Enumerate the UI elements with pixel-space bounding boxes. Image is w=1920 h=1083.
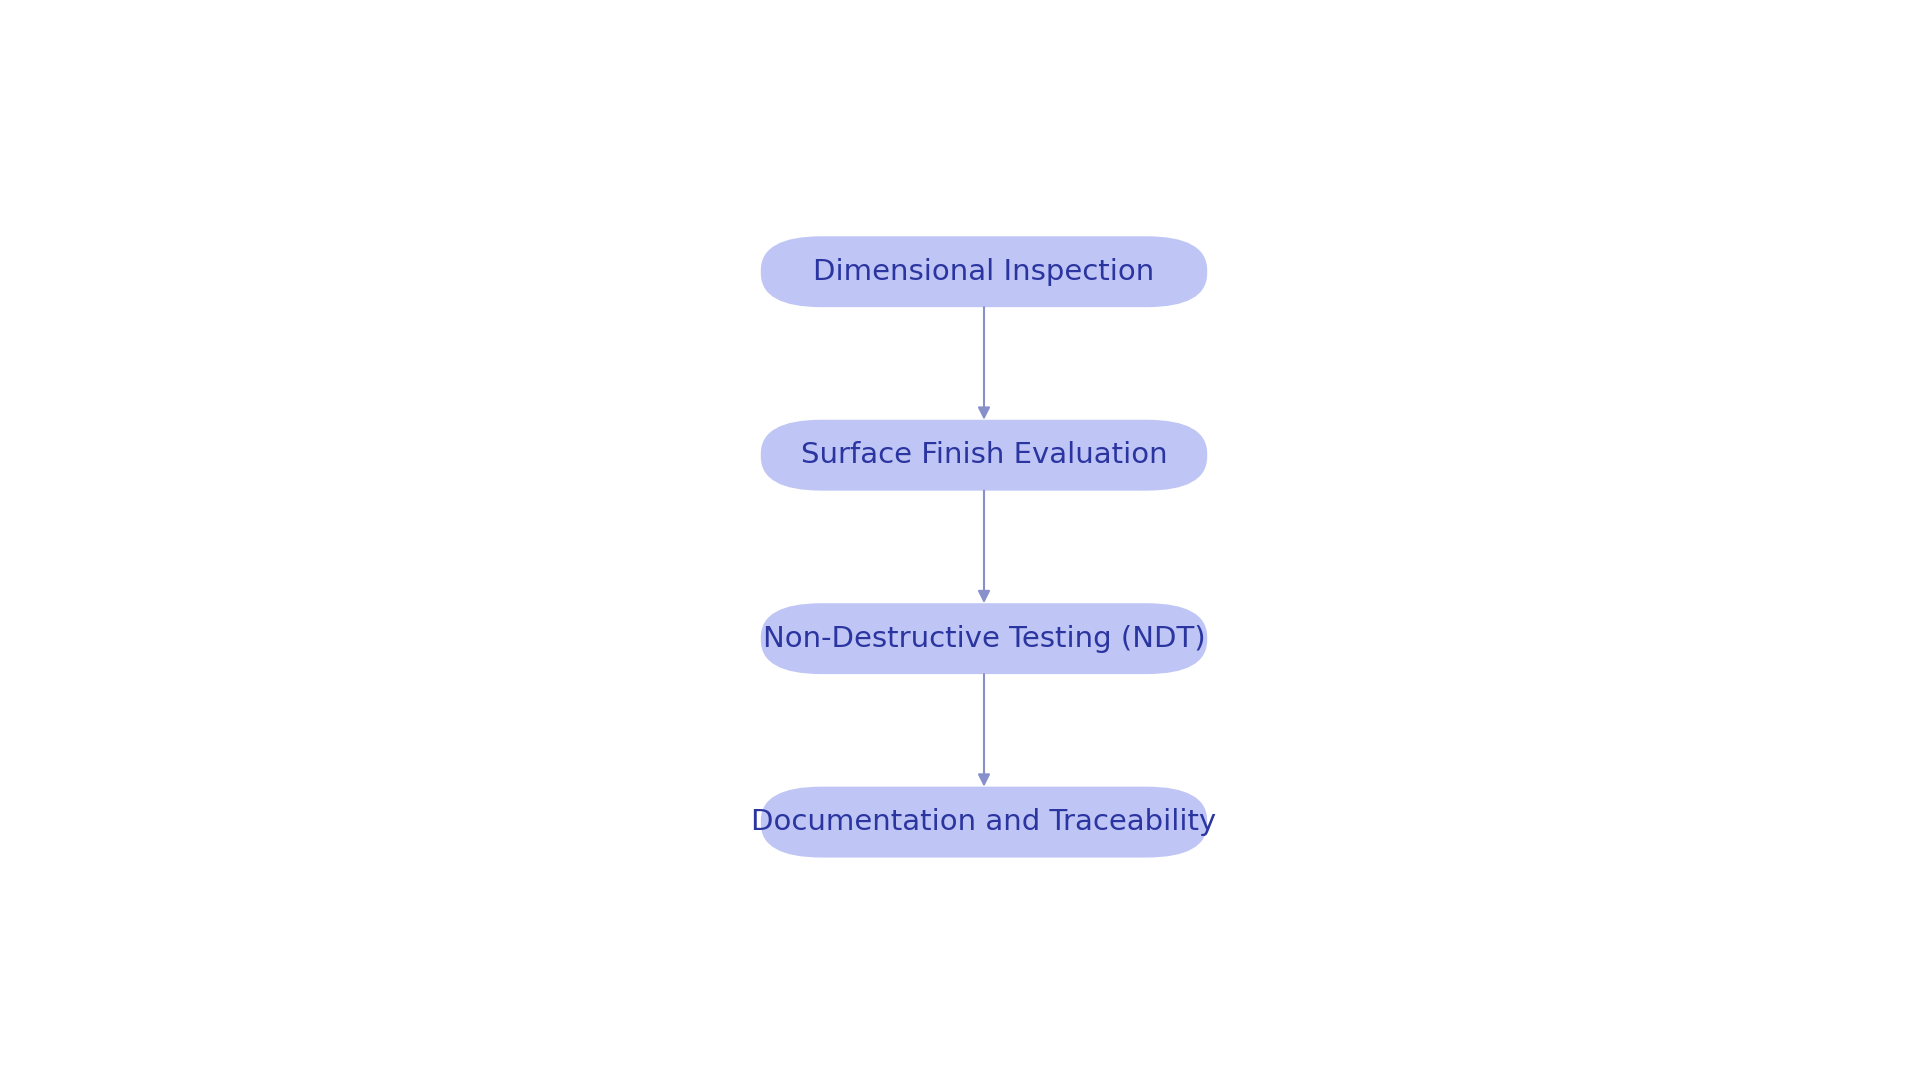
Text: Non-Destructive Testing (NDT): Non-Destructive Testing (NDT) [762, 625, 1206, 653]
Text: Dimensional Inspection: Dimensional Inspection [814, 258, 1154, 286]
FancyBboxPatch shape [760, 603, 1208, 674]
FancyBboxPatch shape [760, 786, 1208, 858]
Text: Surface Finish Evaluation: Surface Finish Evaluation [801, 441, 1167, 469]
FancyBboxPatch shape [760, 236, 1208, 308]
FancyBboxPatch shape [760, 420, 1208, 491]
Text: Documentation and Traceability: Documentation and Traceability [751, 808, 1217, 836]
